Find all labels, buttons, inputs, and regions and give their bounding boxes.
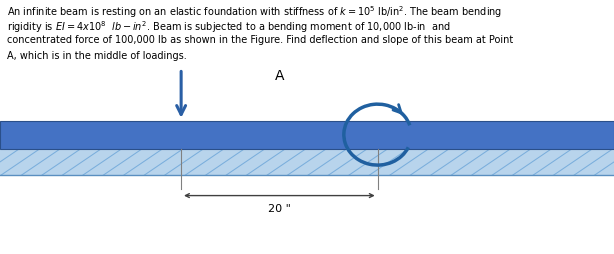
- Text: A: A: [274, 69, 284, 83]
- Text: concentrated force of 100,000 lb as shown in the Figure. Find deflection and slo: concentrated force of 100,000 lb as show…: [7, 35, 514, 45]
- Bar: [0, 121, 614, 149]
- Text: A, which is in the middle of loadings.: A, which is in the middle of loadings.: [7, 51, 187, 61]
- Text: An infinite beam is resting on an elastic foundation with stiffness of $k = 10^5: An infinite beam is resting on an elasti…: [7, 4, 503, 20]
- Bar: [0, 149, 614, 175]
- Text: 20 ": 20 ": [268, 204, 291, 214]
- Text: rigidity is $EI = 4x10^8$  $lb - in^2$. Beam is subjected to a bending moment of: rigidity is $EI = 4x10^8$ $lb - in^2$. B…: [7, 20, 451, 35]
